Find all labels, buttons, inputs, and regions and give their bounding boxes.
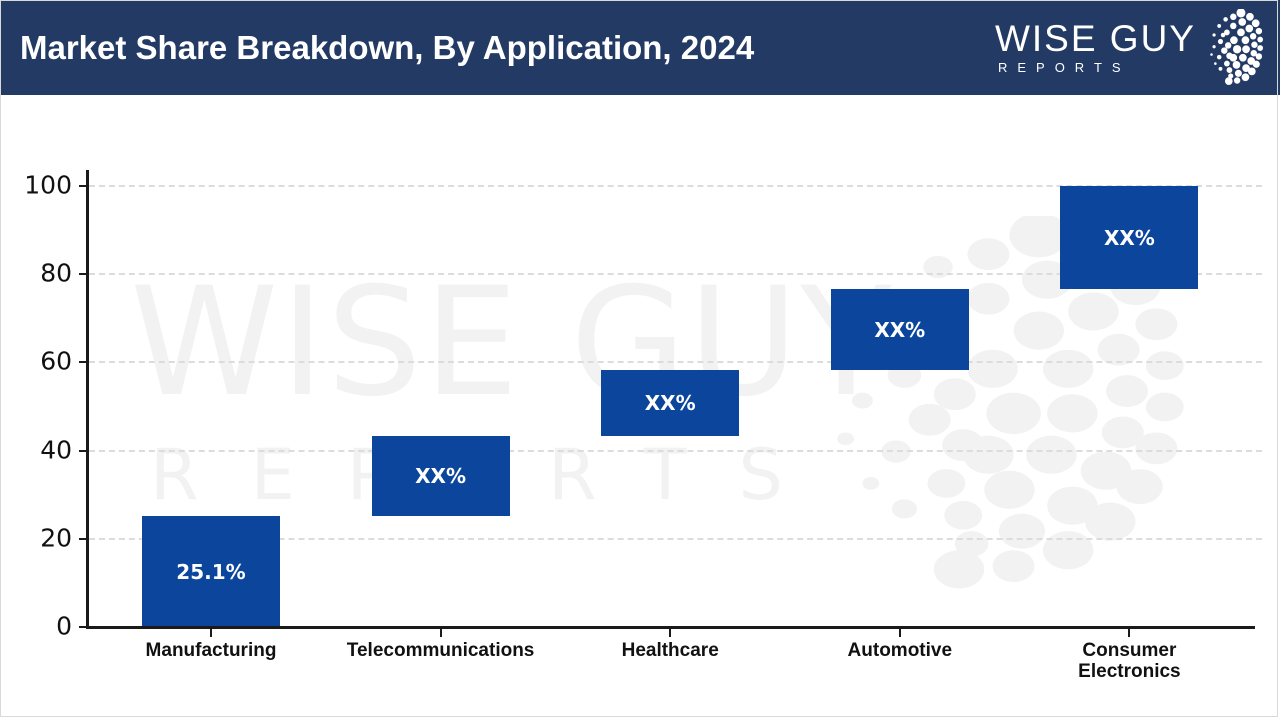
y-tick-label: 80 (40, 258, 72, 288)
gridline-40 (89, 449, 1262, 452)
y-tick-label: 40 (40, 435, 72, 465)
logo-subtitle: REPORTS (997, 60, 1131, 75)
x-tick-label-telecommunications: Telecommunications (346, 640, 535, 661)
page-title: Market Share Breakdown, By Application, … (20, 28, 755, 66)
bar-manufacturing: 25.1% (142, 516, 280, 627)
y-tick-label: 60 (40, 347, 72, 377)
y-tick-label: 0 (56, 611, 72, 641)
header: Market Share Breakdown, By Application, … (0, 0, 1280, 95)
x-tick-label-healthcare: Healthcare (621, 640, 719, 661)
y-tick-mark (79, 626, 87, 628)
y-tick-mark (79, 273, 87, 276)
gridline-20 (89, 537, 1262, 540)
logo-face-icon (1210, 8, 1264, 85)
bar-healthcare: XX% (601, 370, 740, 437)
y-tick-label: 20 (40, 523, 72, 553)
gridline-60 (89, 361, 1262, 364)
x-tick-label-automotive: Automotive (847, 640, 953, 661)
gridline-80 (89, 273, 1262, 276)
x-axis-line (86, 626, 1255, 629)
gridline-100 (89, 185, 1262, 187)
bar-consumer-electronics: XX% (1060, 186, 1199, 290)
x-tick-mark (898, 629, 901, 637)
y-tick-mark (79, 185, 87, 187)
y-tick-mark (79, 361, 87, 364)
x-tick-label-consumer-electronics: Consumer Electronics (1078, 640, 1181, 683)
y-tick-mark (79, 537, 87, 540)
logo-name: WISE GUY (994, 18, 1196, 59)
bar-value-label: XX% (874, 317, 926, 342)
bar-value-label: XX% (1103, 225, 1155, 250)
y-tick-label: 100 (24, 170, 72, 200)
brand-logo: WISE GUY REPORTS (995, 8, 1264, 87)
bar-automotive: XX% (830, 289, 969, 371)
x-tick-mark (669, 629, 672, 637)
bar-telecommunications: XX% (371, 436, 510, 517)
watermark-wordmark: WISE GUY (130, 256, 894, 430)
x-tick-label-manufacturing: Manufacturing (145, 640, 277, 661)
logo-wordmark: WISE GUY REPORTS (995, 20, 1196, 75)
x-tick-mark (210, 629, 212, 637)
x-tick-mark (439, 629, 442, 637)
bar-value-label: XX% (415, 464, 467, 489)
y-tick-mark (79, 449, 87, 452)
bar-value-label: 25.1% (176, 559, 246, 584)
x-tick-mark (1128, 629, 1131, 637)
bar-value-label: XX% (644, 391, 696, 416)
y-axis-line (86, 170, 89, 629)
